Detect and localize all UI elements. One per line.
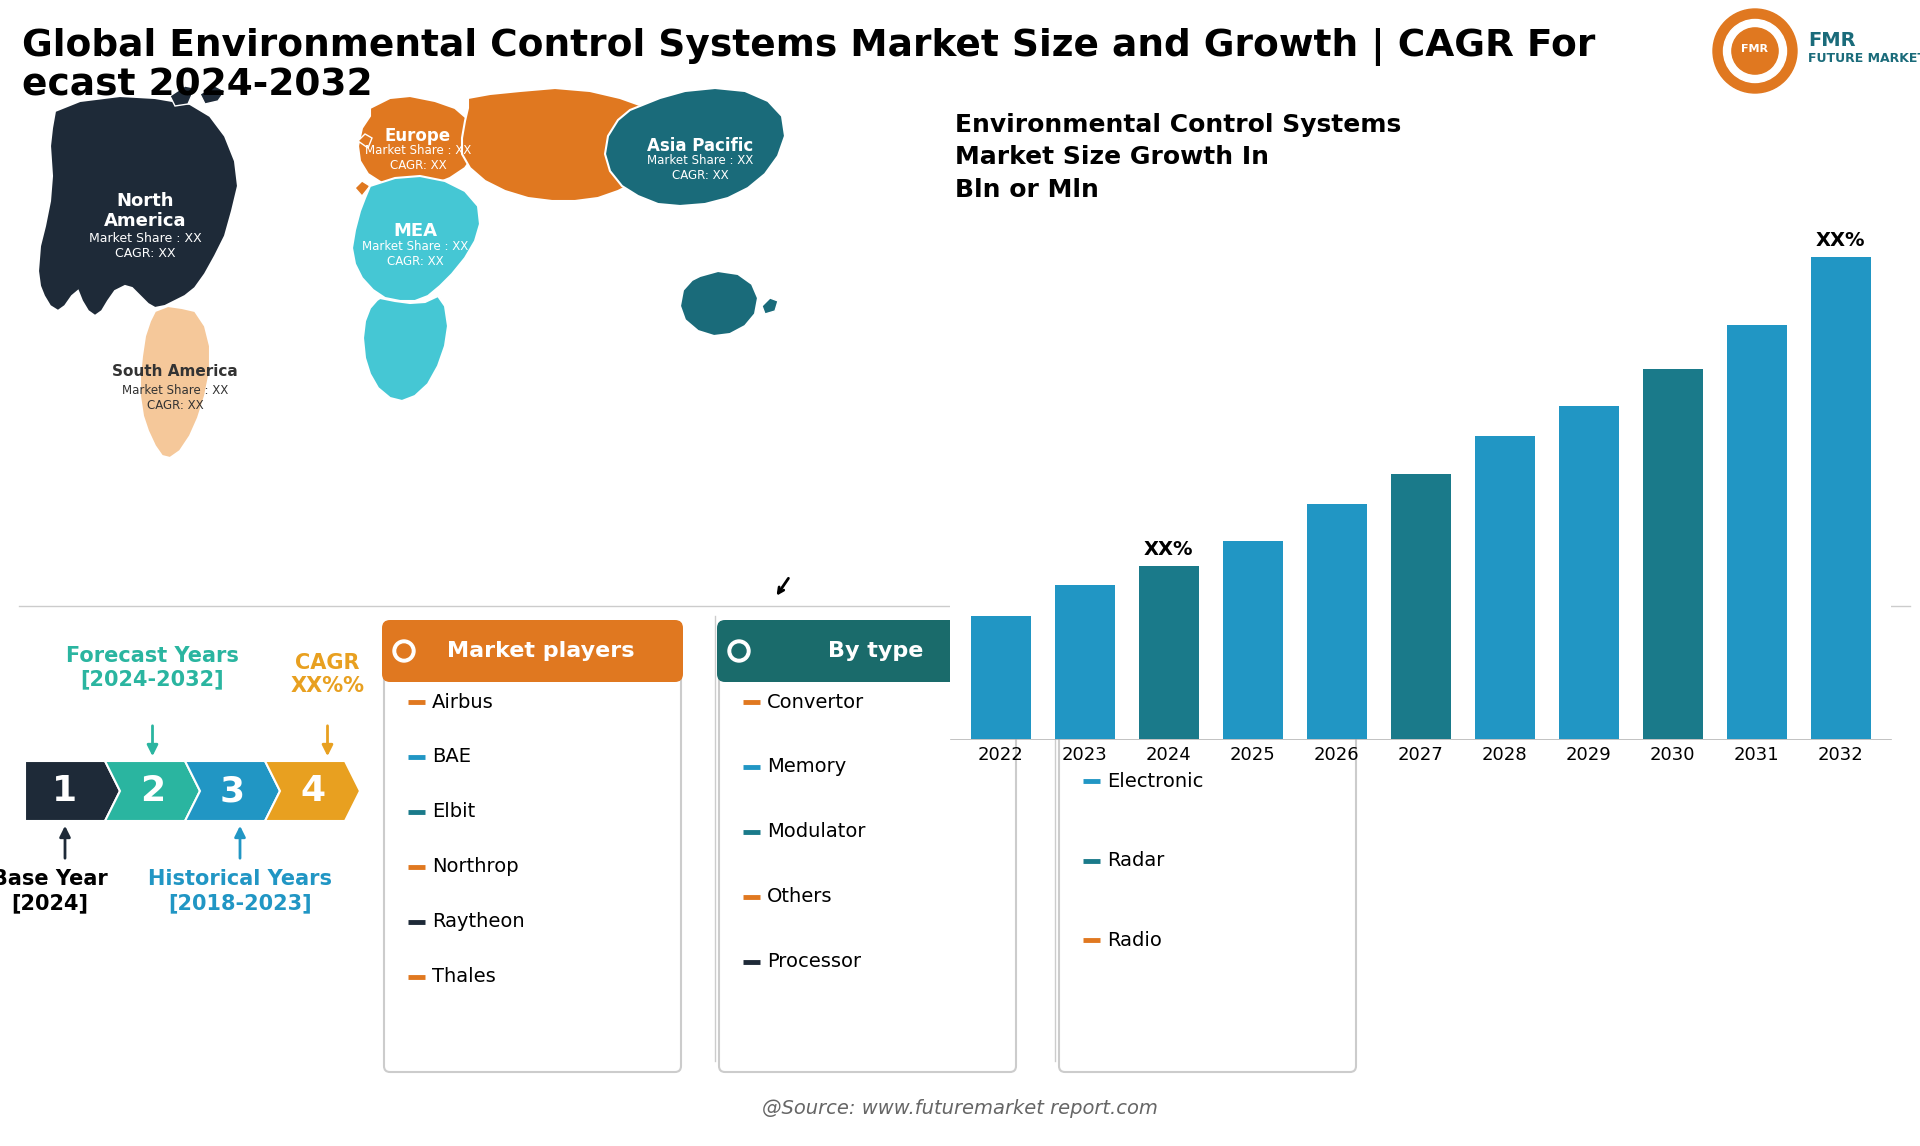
- Text: Processor: Processor: [766, 952, 862, 971]
- Text: 3: 3: [221, 774, 246, 808]
- Bar: [1811, 258, 1870, 739]
- Text: BAE: BAE: [432, 747, 470, 767]
- Polygon shape: [605, 88, 785, 206]
- FancyBboxPatch shape: [382, 620, 684, 682]
- Circle shape: [1068, 639, 1091, 662]
- Text: Others: Others: [766, 887, 833, 906]
- Polygon shape: [38, 96, 238, 316]
- Polygon shape: [200, 86, 225, 104]
- Text: Convertor: Convertor: [766, 692, 864, 712]
- Text: Forecast Years: Forecast Years: [65, 646, 238, 666]
- Polygon shape: [680, 270, 758, 336]
- Circle shape: [394, 639, 415, 662]
- Circle shape: [1713, 9, 1797, 93]
- Text: South America: South America: [111, 363, 238, 378]
- Polygon shape: [25, 761, 119, 821]
- Circle shape: [1724, 19, 1786, 83]
- Text: @Source: www.futuremarket report.com: @Source: www.futuremarket report.com: [762, 1099, 1158, 1118]
- Text: Radio: Radio: [1108, 931, 1162, 950]
- Text: Market Share : XX
CAGR: XX: Market Share : XX CAGR: XX: [88, 231, 202, 260]
- Text: XX%: XX%: [1144, 540, 1194, 559]
- Bar: [1054, 584, 1116, 739]
- Text: Market Share : XX
CAGR: XX: Market Share : XX CAGR: XX: [365, 144, 470, 172]
- Text: [2018-2023]: [2018-2023]: [169, 893, 311, 913]
- Bar: [1559, 406, 1619, 739]
- Bar: [1139, 566, 1198, 739]
- Text: Thales: Thales: [432, 967, 495, 986]
- FancyBboxPatch shape: [1060, 673, 1356, 1072]
- Text: Northrop: Northrop: [432, 857, 518, 877]
- FancyBboxPatch shape: [1058, 620, 1357, 682]
- Text: By type: By type: [828, 641, 924, 661]
- Polygon shape: [171, 86, 196, 105]
- Polygon shape: [463, 88, 676, 201]
- Text: FMR: FMR: [1741, 44, 1768, 54]
- FancyBboxPatch shape: [716, 620, 1018, 682]
- Circle shape: [728, 639, 751, 662]
- Text: Market players: Market players: [447, 641, 634, 661]
- Text: CAGR: CAGR: [296, 653, 359, 673]
- Text: Airbus: Airbus: [432, 692, 493, 712]
- Text: Market Share : XX
CAGR: XX: Market Share : XX CAGR: XX: [121, 384, 228, 413]
- Text: Environmental Control Systems
Market Size Growth In
Bln or Mln: Environmental Control Systems Market Siz…: [954, 112, 1402, 202]
- Text: Market Share : XX
CAGR: XX: Market Share : XX CAGR: XX: [647, 154, 753, 182]
- Text: North
America: North America: [104, 191, 186, 230]
- Text: Memory: Memory: [766, 758, 847, 776]
- Text: 2: 2: [140, 774, 165, 808]
- Bar: [1642, 369, 1703, 739]
- Circle shape: [732, 644, 747, 658]
- FancyBboxPatch shape: [384, 673, 682, 1072]
- Polygon shape: [106, 761, 200, 821]
- Bar: [1306, 504, 1367, 739]
- Circle shape: [1732, 28, 1778, 74]
- Text: Raytheon: Raytheon: [432, 912, 524, 932]
- Circle shape: [397, 644, 411, 658]
- Bar: [1726, 325, 1788, 739]
- Text: XX%%: XX%%: [290, 676, 365, 696]
- FancyBboxPatch shape: [718, 673, 1016, 1072]
- Bar: [1223, 542, 1283, 739]
- Text: Market Share : XX
CAGR: XX: Market Share : XX CAGR: XX: [361, 240, 468, 268]
- Text: Modulator: Modulator: [766, 823, 866, 841]
- Text: Global Environmental Control Systems Market Size and Growth | CAGR For: Global Environmental Control Systems Mar…: [21, 28, 1596, 66]
- Polygon shape: [357, 96, 478, 188]
- Text: By application: By application: [1125, 641, 1306, 661]
- Bar: [970, 615, 1031, 739]
- Text: Electronic: Electronic: [1108, 772, 1204, 791]
- Text: 1: 1: [52, 774, 77, 808]
- Text: MEA: MEA: [394, 222, 438, 240]
- Text: Elbit: Elbit: [432, 802, 476, 822]
- Polygon shape: [265, 761, 361, 821]
- Bar: [1390, 473, 1452, 739]
- Text: FMR: FMR: [1809, 31, 1855, 50]
- Text: Base Year: Base Year: [0, 869, 108, 889]
- Text: [2024]: [2024]: [12, 893, 88, 913]
- Text: Historical Years: Historical Years: [148, 869, 332, 889]
- Text: 4: 4: [300, 774, 324, 808]
- Bar: [1475, 437, 1536, 739]
- Polygon shape: [184, 761, 280, 821]
- Polygon shape: [140, 306, 209, 458]
- Text: Electronic: Electronic: [1108, 692, 1204, 712]
- Text: ecast 2024-2032: ecast 2024-2032: [21, 68, 372, 104]
- Text: [2024-2032]: [2024-2032]: [81, 669, 225, 689]
- Text: Europe: Europe: [384, 127, 451, 146]
- Text: FUTURE MARKET REPORT: FUTURE MARKET REPORT: [1809, 52, 1920, 64]
- Polygon shape: [351, 176, 480, 301]
- Text: Radar: Radar: [1108, 851, 1164, 870]
- Circle shape: [1071, 644, 1087, 658]
- Polygon shape: [355, 181, 371, 196]
- Text: Asia Pacific: Asia Pacific: [647, 138, 753, 155]
- Polygon shape: [762, 298, 778, 314]
- Text: XX%: XX%: [1816, 230, 1866, 250]
- Polygon shape: [357, 134, 372, 148]
- Polygon shape: [363, 296, 447, 401]
